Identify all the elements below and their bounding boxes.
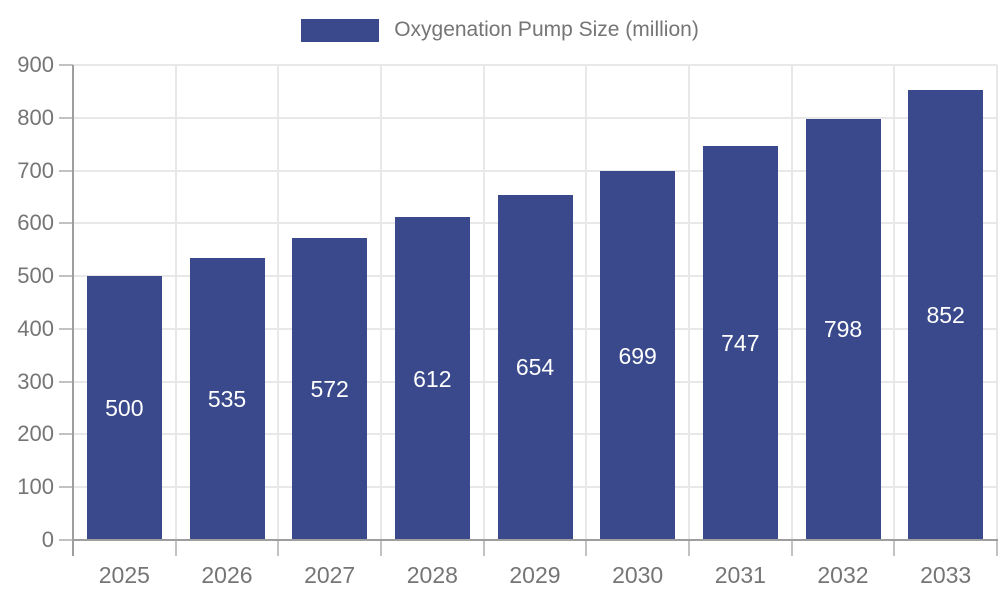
bar xyxy=(86,276,162,540)
x-gridline xyxy=(790,65,793,540)
x-tick-label: 2027 xyxy=(304,562,356,588)
x-tick-label: 2025 xyxy=(98,562,150,588)
x-axis-line xyxy=(72,539,998,541)
x-tick-label: 2033 xyxy=(920,562,972,588)
y-tick xyxy=(59,169,73,172)
x-tick-label: 2030 xyxy=(612,562,664,588)
y-tick-label: 700 xyxy=(17,157,54,183)
bar-value-label: 654 xyxy=(515,354,555,381)
x-tick xyxy=(688,540,690,556)
x-gridline xyxy=(585,65,588,540)
y-tick-label: 0 xyxy=(41,527,54,552)
y-tick xyxy=(59,486,73,489)
y-tick-label: 800 xyxy=(17,104,54,130)
x-tick-label: 2028 xyxy=(406,562,458,588)
x-tick xyxy=(277,540,280,556)
y-tick xyxy=(59,222,73,225)
x-tick xyxy=(893,540,896,556)
y-tick-label: 400 xyxy=(17,315,54,341)
x-gridline xyxy=(174,65,177,540)
bar xyxy=(908,90,984,540)
x-tick-label: 2029 xyxy=(509,562,561,588)
y-axis-line xyxy=(72,65,74,556)
y-tick xyxy=(59,380,73,383)
y-tick xyxy=(59,539,73,541)
bar-value-label: 500 xyxy=(105,395,144,422)
bar xyxy=(805,118,881,540)
y-tick xyxy=(59,275,73,278)
y-tick xyxy=(59,433,73,436)
y-tick xyxy=(59,116,73,119)
x-tick-label: 2031 xyxy=(714,562,766,588)
bar-value-label: 535 xyxy=(207,385,247,412)
bar-value-label: 699 xyxy=(618,342,657,369)
x-tick xyxy=(482,540,485,556)
y-tick-label: 100 xyxy=(17,474,54,500)
x-gridline xyxy=(996,65,998,540)
x-tick xyxy=(585,540,588,556)
bar xyxy=(497,194,573,540)
x-tick xyxy=(996,540,998,556)
y-gridline xyxy=(73,64,997,66)
y-gridline xyxy=(73,169,997,172)
bar-value-label: 852 xyxy=(926,302,965,329)
bar xyxy=(189,257,265,540)
y-gridline xyxy=(73,116,997,119)
legend: Oxygenation Pump Size (million) xyxy=(0,18,1000,42)
x-tick xyxy=(380,540,382,556)
legend-label: Oxygenation Pump Size (million) xyxy=(394,18,699,41)
y-tick-label: 900 xyxy=(17,52,54,77)
y-tick xyxy=(59,327,73,330)
x-gridline xyxy=(482,65,485,540)
bar-value-label: 572 xyxy=(310,376,349,403)
x-gridline xyxy=(277,65,280,540)
x-gridline xyxy=(688,65,690,540)
bar xyxy=(702,145,778,540)
y-tick-label: 200 xyxy=(17,421,54,447)
bar xyxy=(292,238,368,540)
x-tick-label: 2026 xyxy=(201,562,253,588)
bar xyxy=(600,171,676,540)
x-gridline xyxy=(380,65,382,540)
bar-value-label: 747 xyxy=(721,329,760,356)
y-tick-label: 500 xyxy=(17,263,54,289)
y-tick xyxy=(59,64,73,66)
x-gridline xyxy=(893,65,896,540)
x-tick-label: 2032 xyxy=(817,562,869,588)
y-tick-label: 300 xyxy=(17,368,54,394)
bar-value-label: 612 xyxy=(413,365,452,392)
x-tick xyxy=(174,540,177,556)
bar xyxy=(394,217,470,540)
bar-value-label: 798 xyxy=(823,316,863,343)
x-tick xyxy=(790,540,793,556)
legend-swatch xyxy=(301,18,380,42)
y-tick-label: 600 xyxy=(17,210,54,236)
